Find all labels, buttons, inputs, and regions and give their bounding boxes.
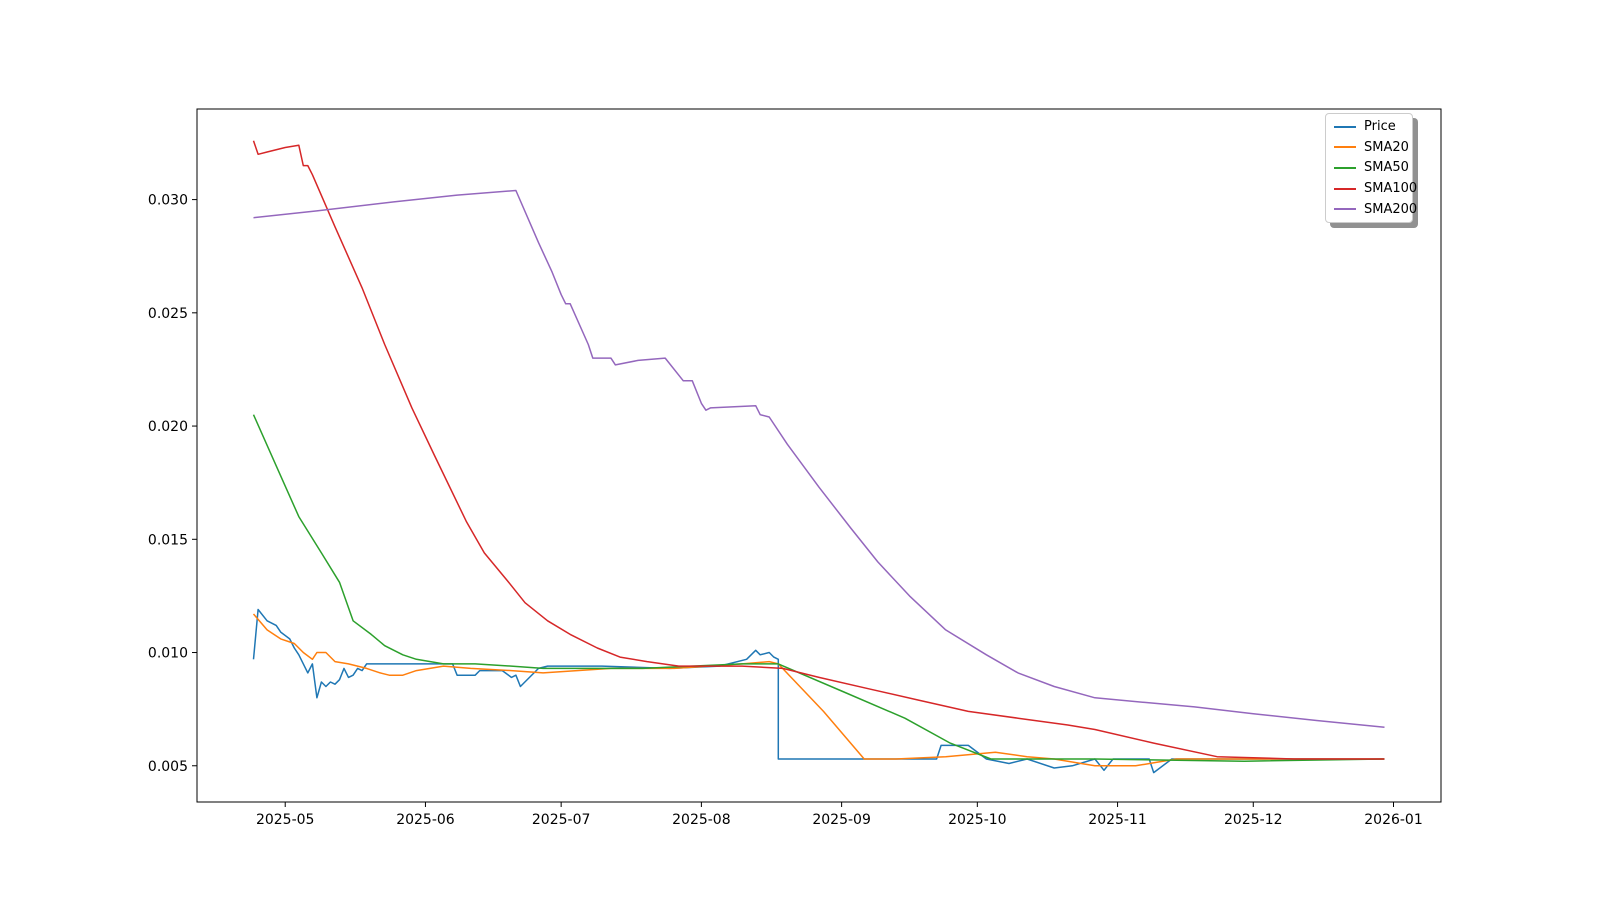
legend-label-sma50: SMA50 — [1364, 160, 1409, 176]
legend-label-price: Price — [1364, 119, 1396, 135]
legend-entry-sma100: SMA100 — [1334, 179, 1417, 199]
y-tick-label: 0.015 — [148, 532, 188, 548]
x-tick-label: 2025-06 — [396, 812, 455, 828]
legend: Price SMA20 SMA50 SMA100 SMA200 — [1325, 113, 1417, 223]
sma100-line-swatch-icon — [1334, 187, 1356, 190]
series-line-sma100 — [252, 140, 1385, 760]
x-tick-label: 2025-10 — [948, 812, 1007, 828]
y-tick-label: 0.005 — [148, 759, 188, 775]
y-tick-label: 0.010 — [148, 646, 188, 662]
series-line-sma200 — [253, 189, 1385, 729]
legend-entry-sma200: SMA200 — [1334, 199, 1417, 219]
x-tick-label: 2025-09 — [812, 812, 871, 828]
series-line-sma50 — [252, 414, 1385, 762]
legend-label-sma200: SMA200 — [1364, 201, 1418, 217]
sma20-line-swatch-icon — [1334, 146, 1356, 149]
y-tick-label: 0.025 — [148, 306, 188, 322]
series-line-price — [252, 608, 1385, 774]
x-tick-label: 2025-11 — [1088, 812, 1147, 828]
price-line-swatch-icon — [1334, 125, 1356, 128]
series-line-sma20 — [252, 613, 1385, 767]
plot-border — [196, 108, 1442, 803]
legend-label-sma20: SMA20 — [1364, 139, 1409, 155]
x-tick-label: 2026-01 — [1364, 812, 1423, 828]
x-tick-label: 2025-07 — [532, 812, 591, 828]
y-tick-label: 0.020 — [148, 419, 188, 435]
x-tick-label: 2025-08 — [672, 812, 731, 828]
sma200-line-swatch-icon — [1334, 208, 1356, 211]
y-tick-label: 0.030 — [148, 193, 188, 209]
legend-entry-sma50: SMA50 — [1334, 158, 1412, 178]
legend-entry-price: Price — [1334, 117, 1412, 137]
legend-entry-sma20: SMA20 — [1334, 137, 1412, 157]
series-lines — [252, 140, 1385, 774]
legend-label-sma100: SMA100 — [1364, 181, 1418, 197]
sma50-line-swatch-icon — [1334, 166, 1356, 169]
axis-ticks: 2025-05 2025-06 2025-07 2025-08 2025-09 2025-… — [148, 193, 1423, 828]
x-tick-label: 2025-12 — [1224, 812, 1283, 828]
x-tick-label: 2025-05 — [256, 812, 315, 828]
